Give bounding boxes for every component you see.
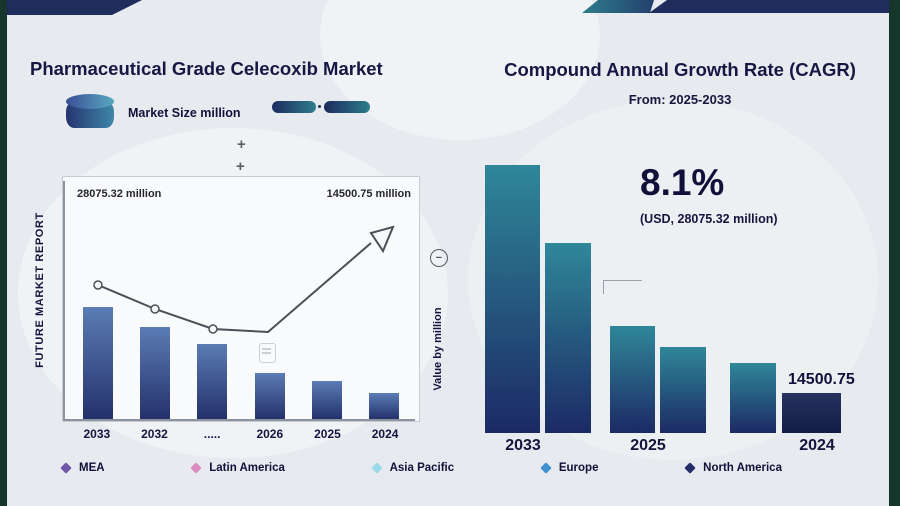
market-bar-2026 bbox=[254, 373, 285, 419]
top-right-teal-band bbox=[582, 0, 654, 13]
end-value-label: 14500.75 bbox=[788, 371, 855, 388]
cagr-bars-group bbox=[483, 150, 863, 433]
cagr-bar-2033-b bbox=[545, 243, 591, 433]
legend: MEA Latin America Asia Pacific Europe No… bbox=[60, 462, 782, 474]
step-decoration bbox=[603, 280, 642, 294]
x-axis-label: ..... bbox=[203, 427, 221, 441]
year-label-2024: 2024 bbox=[799, 437, 835, 454]
market-size-label: Market Size million bbox=[128, 106, 241, 120]
legend-marker bbox=[370, 462, 383, 474]
y-axis-line bbox=[63, 181, 65, 421]
legend-item-mea: MEA bbox=[60, 462, 105, 474]
market-size-chart-panel: 28075.32 million 14500.75 million bbox=[62, 176, 420, 422]
x-axis-label: 2033 bbox=[83, 427, 111, 441]
market-bar-2024 bbox=[369, 393, 400, 419]
database-icon bbox=[66, 94, 114, 130]
pill-decoration bbox=[272, 101, 316, 113]
cagr-bar-2024-a bbox=[730, 363, 776, 433]
x-axis-labels: 2033 2032 ..... 2026 2025 2024 bbox=[62, 427, 420, 441]
cagr-bar-2025-b bbox=[660, 347, 706, 433]
cagr-detail: (USD, 28075.32 million) bbox=[640, 212, 778, 226]
minus-circle-icon: − bbox=[430, 249, 448, 267]
legend-item-asia-pacific: Asia Pacific bbox=[370, 462, 455, 474]
market-bar-mid bbox=[197, 344, 228, 419]
legend-marker bbox=[60, 462, 72, 474]
x-axis-line bbox=[63, 419, 415, 421]
legend-label: Asia Pacific bbox=[389, 462, 455, 474]
value-axis-label: Value by million bbox=[432, 307, 444, 391]
market-bar-2033 bbox=[82, 307, 113, 419]
year-label-2033: 2033 bbox=[505, 437, 541, 454]
minus-glyph: − bbox=[435, 252, 443, 264]
legend-item-latin-america: Latin America bbox=[190, 462, 285, 474]
legend-label: MEA bbox=[79, 462, 105, 474]
note-icon bbox=[259, 343, 276, 363]
top-left-corner-band bbox=[7, 0, 142, 15]
pill-decoration bbox=[324, 101, 370, 113]
legend-label: North America bbox=[703, 462, 782, 474]
legend-label: Latin America bbox=[209, 462, 285, 474]
cagr-value: 8.1% bbox=[640, 162, 725, 203]
pill-dot-decoration bbox=[318, 105, 321, 108]
year-label-2025: 2025 bbox=[630, 437, 666, 454]
legend-marker bbox=[540, 462, 552, 474]
cagr-bar-2024-b bbox=[782, 393, 841, 433]
database-icon-top bbox=[66, 94, 114, 109]
legend-item-europe: Europe bbox=[540, 462, 599, 474]
start-value-annotation: 28075.32 million bbox=[77, 188, 162, 200]
cagr-bar-2033-a bbox=[485, 165, 540, 433]
cagr-subtitle: From: 2025-2033 bbox=[628, 92, 732, 107]
market-bar-2032 bbox=[139, 327, 170, 419]
x-axis-label: 2032 bbox=[141, 427, 168, 441]
trend-line bbox=[93, 225, 395, 334]
x-axis-label: 2026 bbox=[256, 427, 284, 441]
top-right-navy-band bbox=[649, 0, 889, 13]
plus-icon: + bbox=[237, 136, 246, 153]
plus-icon: + bbox=[236, 158, 245, 175]
x-axis-label: 2025 bbox=[314, 427, 341, 441]
legend-item-north-america: North America bbox=[684, 462, 782, 474]
future-market-report-label: FUTURE MARKET REPORT bbox=[34, 212, 46, 368]
legend-marker bbox=[684, 462, 696, 474]
cagr-title: Compound Annual Growth Rate (CAGR) bbox=[504, 59, 856, 80]
left-edge-stripe bbox=[0, 0, 7, 506]
legend-marker bbox=[190, 462, 202, 474]
legend-label: Europe bbox=[558, 462, 599, 474]
market-title: Pharmaceutical Grade Celecoxib Market bbox=[30, 58, 383, 79]
right-edge-stripe bbox=[889, 0, 900, 506]
market-bars-group bbox=[63, 209, 419, 419]
end-value-annotation: 14500.75 million bbox=[326, 188, 411, 200]
market-bar-2025 bbox=[311, 381, 342, 419]
cagr-bar-2025-a bbox=[610, 326, 655, 433]
x-axis-label: 2024 bbox=[371, 427, 399, 441]
